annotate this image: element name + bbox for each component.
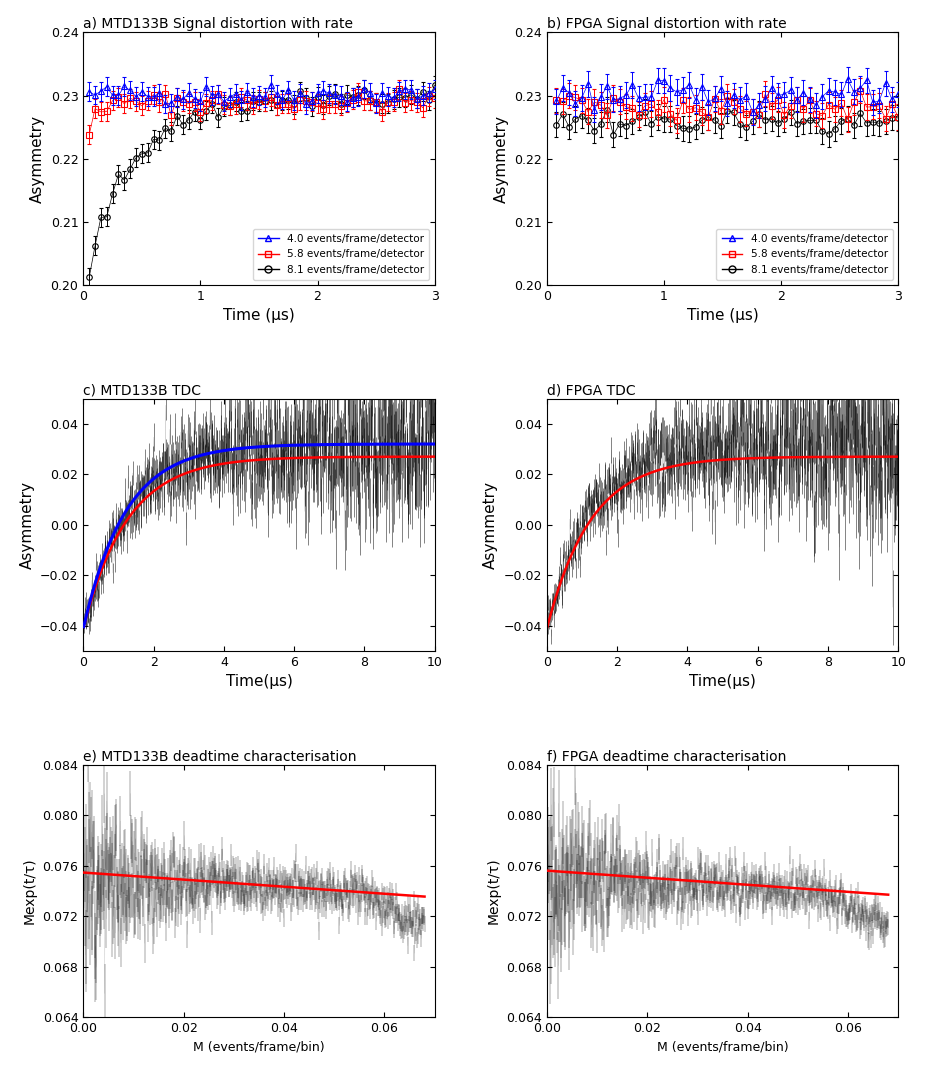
Y-axis label: Asymmetry: Asymmetry — [19, 480, 34, 569]
Y-axis label: Mexp(t/τ): Mexp(t/τ) — [486, 858, 501, 924]
X-axis label: Time (μs): Time (μs) — [687, 308, 758, 324]
X-axis label: M (events/frame/bin): M (events/frame/bin) — [194, 1041, 325, 1054]
Text: b) FPGA Signal distortion with rate: b) FPGA Signal distortion with rate — [547, 17, 786, 31]
Legend: 4.0 events/frame/detector, 5.8 events/frame/detector, 8.1 events/frame/detector: 4.0 events/frame/detector, 5.8 events/fr… — [717, 229, 893, 280]
Text: c) MTD133B TDC: c) MTD133B TDC — [83, 383, 201, 397]
Text: d) FPGA TDC: d) FPGA TDC — [547, 383, 635, 397]
Y-axis label: Asymmetry: Asymmetry — [494, 115, 508, 202]
Y-axis label: Mexp(t/τ): Mexp(t/τ) — [23, 858, 37, 924]
Legend: 4.0 events/frame/detector, 5.8 events/frame/detector, 8.1 events/frame/detector: 4.0 events/frame/detector, 5.8 events/fr… — [253, 229, 430, 280]
X-axis label: Time (μs): Time (μs) — [223, 308, 294, 324]
Text: f) FPGA deadtime characterisation: f) FPGA deadtime characterisation — [547, 750, 786, 764]
Text: e) MTD133B deadtime characterisation: e) MTD133B deadtime characterisation — [83, 750, 357, 764]
X-axis label: M (events/frame/bin): M (events/frame/bin) — [657, 1041, 788, 1054]
Y-axis label: Asymmetry: Asymmetry — [30, 115, 45, 202]
X-axis label: Time(μs): Time(μs) — [689, 674, 756, 689]
Text: a) MTD133B Signal distortion with rate: a) MTD133B Signal distortion with rate — [83, 17, 354, 31]
Y-axis label: Asymmetry: Asymmetry — [483, 480, 498, 569]
X-axis label: Time(μs): Time(μs) — [226, 674, 293, 689]
